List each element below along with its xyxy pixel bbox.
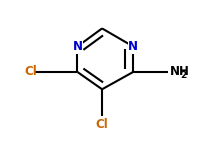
Text: Cl: Cl — [24, 65, 37, 78]
Text: 2: 2 — [181, 71, 187, 80]
Text: N: N — [72, 40, 82, 53]
Text: N: N — [128, 40, 138, 53]
Text: Cl: Cl — [96, 118, 108, 131]
Text: NH: NH — [169, 65, 189, 78]
